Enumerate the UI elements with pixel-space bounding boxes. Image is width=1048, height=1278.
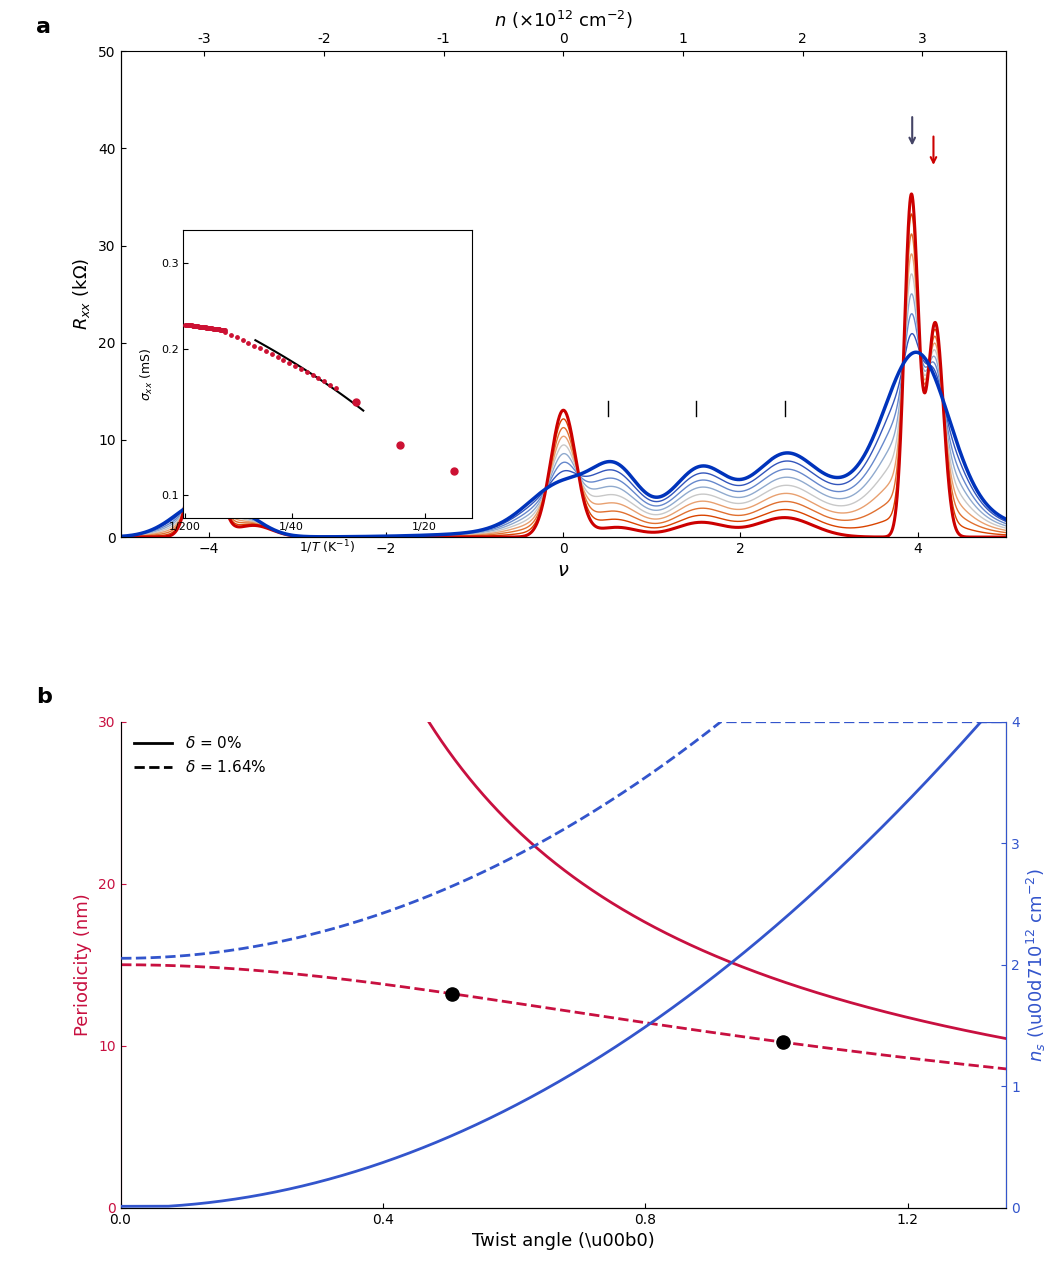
Point bbox=[180, 314, 197, 335]
Point bbox=[188, 316, 204, 336]
Text: a: a bbox=[37, 17, 51, 37]
Point bbox=[190, 316, 206, 336]
Point bbox=[208, 318, 224, 339]
Point bbox=[185, 316, 202, 336]
X-axis label: $\nu$: $\nu$ bbox=[558, 561, 569, 580]
Point bbox=[178, 314, 195, 335]
X-axis label: $1/T$ (K$^{-1}$): $1/T$ (K$^{-1}$) bbox=[300, 538, 355, 556]
Point bbox=[299, 362, 315, 382]
Point bbox=[258, 341, 275, 362]
Point bbox=[202, 318, 219, 339]
Point bbox=[183, 316, 200, 336]
Point bbox=[315, 371, 332, 391]
Point bbox=[211, 320, 227, 340]
Text: b: b bbox=[37, 688, 52, 707]
Point bbox=[196, 317, 213, 337]
Point bbox=[276, 349, 292, 369]
Point bbox=[292, 359, 309, 380]
Point bbox=[215, 320, 232, 340]
Point bbox=[211, 320, 227, 340]
Point bbox=[189, 316, 205, 336]
Point bbox=[310, 368, 327, 389]
Point bbox=[182, 316, 199, 336]
Point bbox=[328, 378, 345, 399]
Point bbox=[445, 461, 462, 482]
Point bbox=[191, 316, 208, 336]
X-axis label: $n$ ($\times$10$^{12}$ cm$^{-2}$): $n$ ($\times$10$^{12}$ cm$^{-2}$) bbox=[494, 9, 633, 31]
Point bbox=[228, 327, 245, 348]
Point bbox=[187, 316, 203, 336]
Point bbox=[181, 314, 198, 335]
Point bbox=[192, 317, 209, 337]
Point bbox=[774, 1031, 791, 1052]
Point bbox=[208, 318, 224, 339]
Point bbox=[193, 317, 210, 337]
Point bbox=[189, 316, 205, 336]
Text: 5 K: 5 K bbox=[352, 447, 376, 463]
Point bbox=[193, 317, 210, 337]
Point bbox=[246, 335, 263, 355]
Point bbox=[217, 322, 234, 343]
Point bbox=[217, 320, 234, 340]
Point bbox=[199, 317, 216, 337]
Text: 80 K: 80 K bbox=[293, 394, 328, 409]
Point bbox=[240, 332, 257, 353]
Legend: $\delta$ = 0%, $\delta$ = 1.64%: $\delta$ = 0%, $\delta$ = 1.64% bbox=[128, 730, 272, 781]
Point bbox=[194, 317, 211, 337]
Point bbox=[205, 318, 222, 339]
Point bbox=[347, 392, 364, 413]
Point bbox=[195, 317, 212, 337]
Point bbox=[197, 317, 214, 337]
Point bbox=[214, 320, 231, 340]
Point bbox=[215, 320, 232, 340]
Point bbox=[198, 317, 215, 337]
Point bbox=[185, 316, 202, 336]
Point bbox=[181, 314, 198, 335]
Point bbox=[203, 318, 220, 339]
Point bbox=[200, 318, 217, 339]
Point bbox=[252, 339, 268, 359]
Y-axis label: $n_s$ (\u00d710$^{12}$ cm$^{-2}$): $n_s$ (\u00d710$^{12}$ cm$^{-2}$) bbox=[1025, 868, 1048, 1062]
Point bbox=[213, 320, 230, 340]
Point bbox=[322, 374, 339, 395]
Point bbox=[235, 330, 252, 350]
Point bbox=[287, 355, 304, 376]
Y-axis label: Periodicity (nm): Periodicity (nm) bbox=[74, 893, 92, 1036]
Point bbox=[392, 435, 409, 455]
Point bbox=[281, 353, 298, 373]
Point bbox=[209, 320, 225, 340]
Point bbox=[200, 317, 217, 337]
Point bbox=[178, 314, 195, 335]
Point bbox=[210, 320, 226, 340]
Point bbox=[179, 314, 196, 335]
Point bbox=[201, 318, 218, 339]
Point bbox=[184, 316, 201, 336]
Point bbox=[263, 344, 280, 364]
Point bbox=[443, 984, 460, 1005]
Point bbox=[222, 325, 239, 345]
Point bbox=[269, 346, 286, 367]
Point bbox=[203, 318, 220, 339]
X-axis label: Twist angle (\u00b0): Twist angle (\u00b0) bbox=[472, 1232, 655, 1250]
Point bbox=[206, 318, 223, 339]
Point bbox=[196, 317, 213, 337]
Y-axis label: $R_{xx}$ (k$\Omega$): $R_{xx}$ (k$\Omega$) bbox=[71, 258, 92, 330]
Point bbox=[177, 314, 194, 335]
Y-axis label: $\sigma_{xx}$ (mS): $\sigma_{xx}$ (mS) bbox=[139, 348, 155, 400]
Point bbox=[304, 364, 321, 385]
Point bbox=[204, 318, 221, 339]
Point bbox=[212, 320, 228, 340]
Point bbox=[216, 320, 233, 340]
